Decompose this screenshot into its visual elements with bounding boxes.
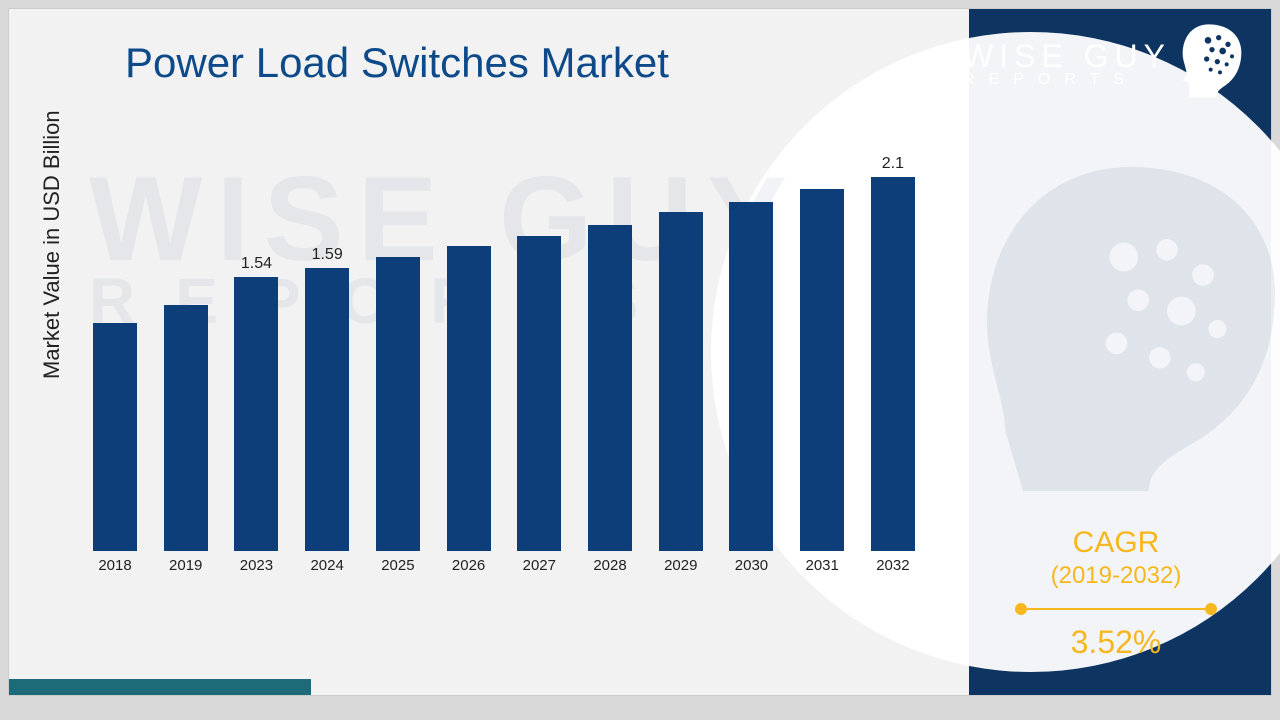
bar-rect <box>305 268 349 551</box>
bottom-accent-bar <box>9 679 311 695</box>
bar-value-label: 1.54 <box>241 255 272 273</box>
logo-text: WISE GUY REPORTS <box>963 38 1171 89</box>
bar-slot <box>655 190 707 551</box>
x-axis-label: 2019 <box>160 557 212 589</box>
bar-rect <box>588 225 632 551</box>
logo-head-icon <box>1177 23 1247 103</box>
bar-rect <box>376 257 420 551</box>
cagr-value: 3.52% <box>1001 624 1231 661</box>
cagr-period: (2019-2032) <box>1001 562 1231 590</box>
x-axis-label: 2030 <box>725 557 777 589</box>
bar-slot <box>725 180 777 551</box>
bar-value-label: 2.1 <box>882 155 904 173</box>
bar-rect <box>659 212 703 551</box>
x-axis-label: 2026 <box>443 557 495 589</box>
x-axis-label: 2023 <box>230 557 282 589</box>
x-axis-label: 2018 <box>89 557 141 589</box>
logo-block: WISE GUY REPORTS <box>963 23 1247 103</box>
bar-rect <box>164 305 208 551</box>
x-axis-label: 2029 <box>655 557 707 589</box>
x-labels-container: 2018 2019 2023 2024 2025 2026 2027 2028 2029 2030… <box>89 557 919 589</box>
bar-rect <box>234 277 278 551</box>
bar-slot: 1.54 <box>230 255 282 551</box>
bars-container: 1.541.592.1 <box>89 159 919 551</box>
bar-slot: 2.1 <box>867 155 919 551</box>
cagr-block: CAGR (2019-2032) 3.52% <box>1001 526 1231 661</box>
bar-rect <box>729 202 773 551</box>
x-axis-label: 2027 <box>513 557 565 589</box>
cagr-label: CAGR <box>1001 526 1231 560</box>
x-axis-label: 2032 <box>867 557 919 589</box>
cagr-divider <box>1021 608 1211 610</box>
bar-rect <box>93 323 137 551</box>
bar-slot: 1.59 <box>301 246 353 551</box>
bar-slot <box>796 167 848 551</box>
x-axis-label: 2025 <box>372 557 424 589</box>
bar-rect <box>447 246 491 551</box>
bar-slot <box>513 214 565 551</box>
chart-area: 1.541.592.1 2018201920232024202520262027… <box>89 159 919 589</box>
chart-frame: WISE GUY REPORTS Power Load Switches Mar… <box>8 8 1272 696</box>
bar-slot <box>160 283 212 551</box>
bar-slot <box>584 203 636 551</box>
bar-slot <box>443 224 495 551</box>
x-axis-label: 2024 <box>301 557 353 589</box>
chart-title: Power Load Switches Market <box>125 39 669 87</box>
bar-slot <box>372 235 424 551</box>
x-axis-label: 2028 <box>584 557 636 589</box>
logo-line1: WISE GUY <box>963 38 1171 75</box>
bar-rect <box>517 236 561 551</box>
bar-slot <box>89 301 141 551</box>
bar-value-label: 1.59 <box>312 246 343 264</box>
y-axis-label: Market Value in USD Billion <box>39 110 65 379</box>
x-axis-label: 2031 <box>796 557 848 589</box>
bar-rect <box>800 189 844 551</box>
bar-rect <box>871 177 915 551</box>
